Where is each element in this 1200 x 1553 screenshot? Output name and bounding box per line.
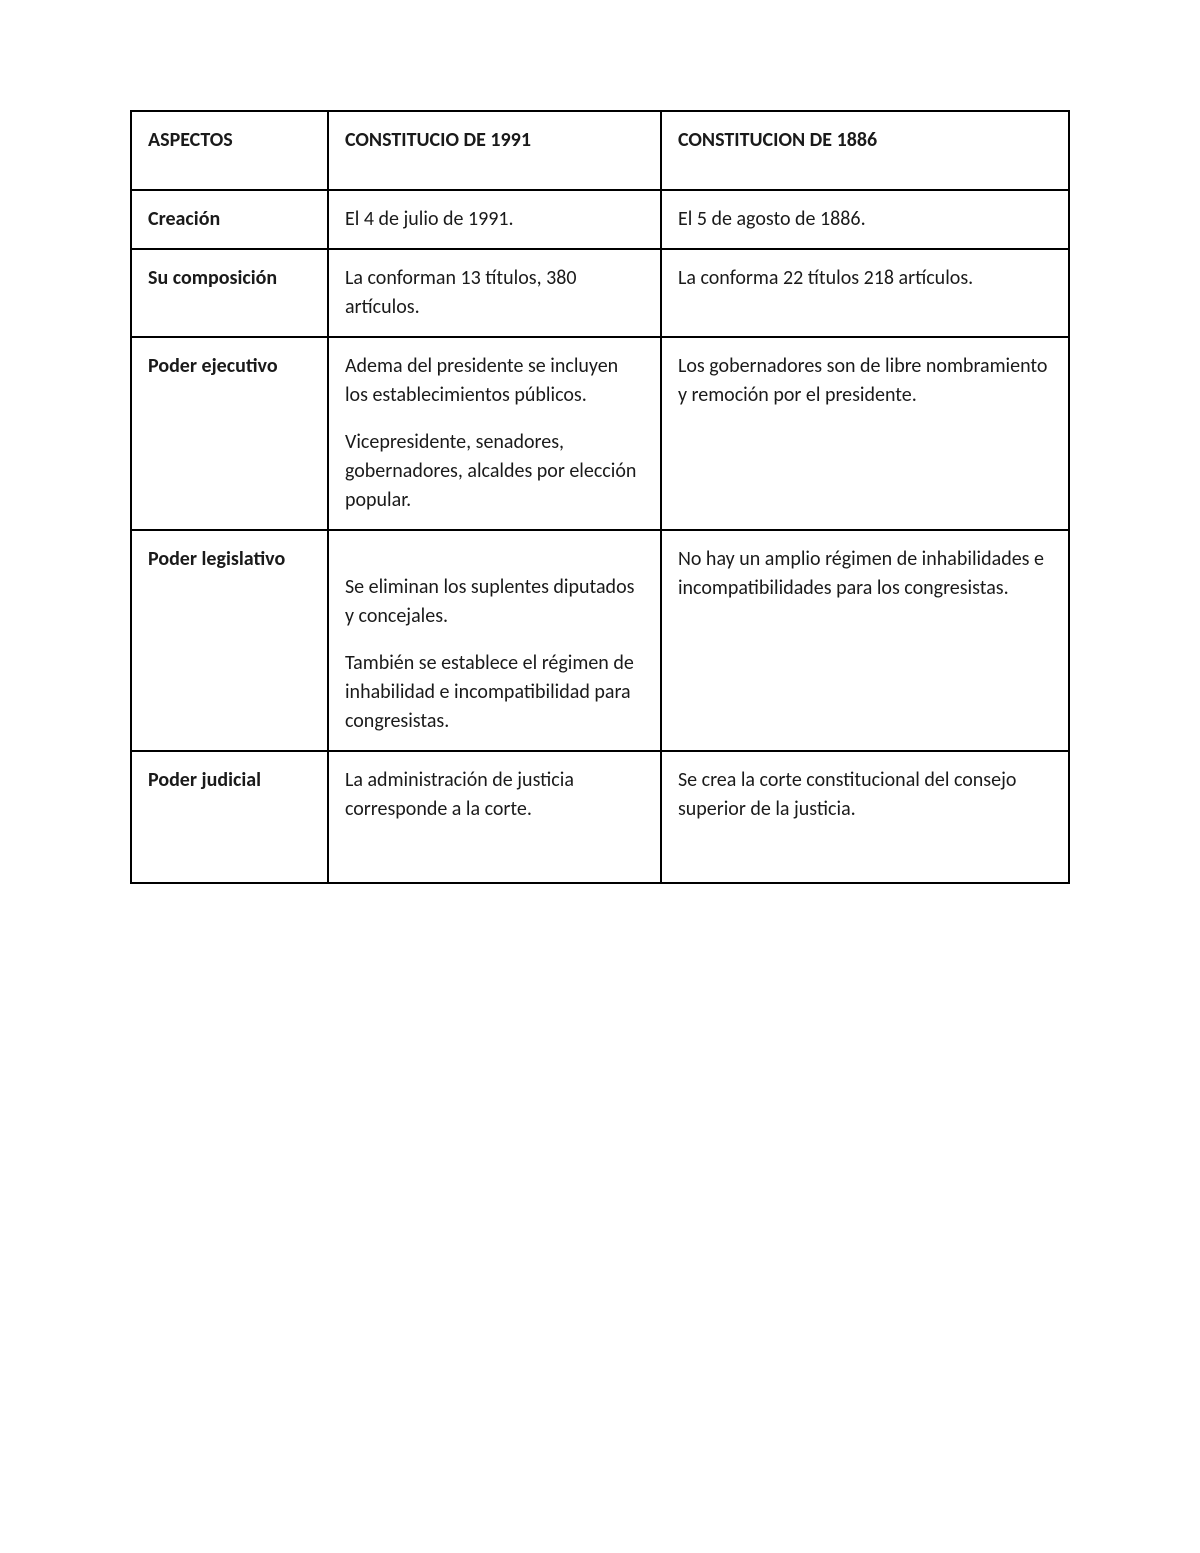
cell-text: La conforman 13 títulos, 380 artículos. xyxy=(345,264,644,322)
cell-1886: El 5 de agosto de 1886. xyxy=(661,190,1069,249)
cell-1886: No hay un amplio régimen de inhabilidade… xyxy=(661,530,1069,751)
aspect-cell: Creación xyxy=(131,190,328,249)
table-header-row: ASPECTOS CONSTITUCIO DE 1991 CONSTITUCIO… xyxy=(131,111,1069,190)
comparison-table: ASPECTOS CONSTITUCIO DE 1991 CONSTITUCIO… xyxy=(130,110,1070,884)
cell-text: El 4 de julio de 1991. xyxy=(345,205,644,234)
cell-1991: La conforman 13 títulos, 380 artículos. xyxy=(328,249,661,337)
cell-1991: Adema del presidente se incluyen los est… xyxy=(328,337,661,530)
aspect-cell: Poder legislativo xyxy=(131,530,328,751)
cell-1991: La administración de justicia correspond… xyxy=(328,751,661,883)
table-row: Su composición La conforman 13 títulos, … xyxy=(131,249,1069,337)
column-header-1886: CONSTITUCION DE 1886 xyxy=(661,111,1069,190)
cell-1991: El 4 de julio de 1991. xyxy=(328,190,661,249)
cell-text: Se eliminan los suplentes diputados y co… xyxy=(345,573,644,631)
cell-1991: Se eliminan los suplentes diputados y co… xyxy=(328,530,661,751)
table-row: Poder legislativo Se eliminan los suplen… xyxy=(131,530,1069,751)
cell-1886: Los gobernadores son de libre nombramien… xyxy=(661,337,1069,530)
cell-1886: La conforma 22 títulos 218 artículos. xyxy=(661,249,1069,337)
table-row: Creación El 4 de julio de 1991. El 5 de … xyxy=(131,190,1069,249)
cell-text: No hay un amplio régimen de inhabilidade… xyxy=(678,545,1052,603)
cell-text: La conforma 22 títulos 218 artículos. xyxy=(678,264,1052,293)
column-header-aspectos: ASPECTOS xyxy=(131,111,328,190)
cell-text: Vicepresidente, senadores, gobernadores,… xyxy=(345,428,644,515)
column-header-1991: CONSTITUCIO DE 1991 xyxy=(328,111,661,190)
aspect-cell: Su composición xyxy=(131,249,328,337)
cell-text: Los gobernadores son de libre nombramien… xyxy=(678,352,1052,410)
table-row: Poder ejecutivo Adema del presidente se … xyxy=(131,337,1069,530)
cell-text: La administración de justicia correspond… xyxy=(345,766,644,824)
table-row: Poder judicial La administración de just… xyxy=(131,751,1069,883)
cell-text: También se establece el régimen de inhab… xyxy=(345,649,644,736)
aspect-cell: Poder judicial xyxy=(131,751,328,883)
cell-text: El 5 de agosto de 1886. xyxy=(678,205,1052,234)
cell-text: Adema del presidente se incluyen los est… xyxy=(345,352,644,410)
aspect-cell: Poder ejecutivo xyxy=(131,337,328,530)
cell-text: Se crea la corte constitucional del cons… xyxy=(678,766,1052,824)
cell-1886: Se crea la corte constitucional del cons… xyxy=(661,751,1069,883)
